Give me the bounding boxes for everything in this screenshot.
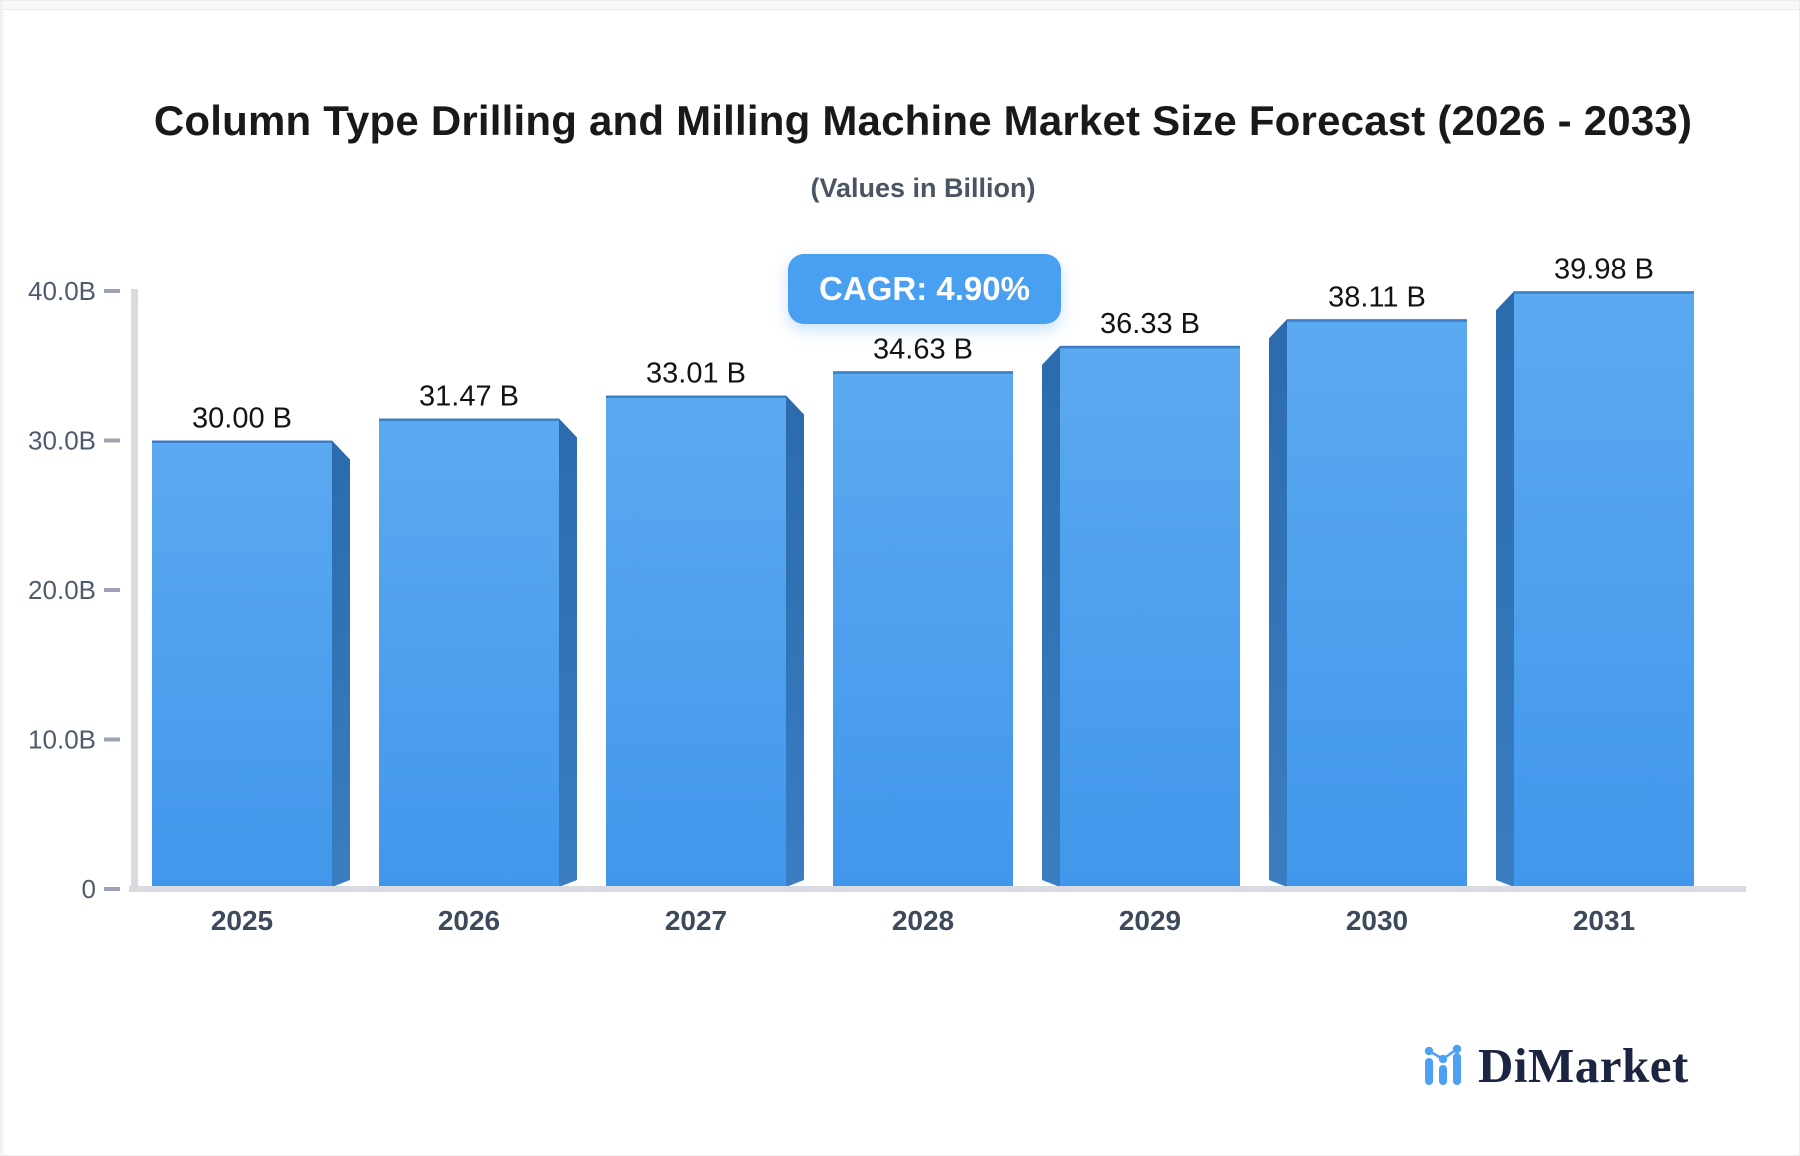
y-axis-label: 10.0B [28,725,96,755]
bar-value-label: 39.98 B [1554,253,1654,285]
bar-side-face [1496,291,1514,887]
bar-2025: 30.00 B 2025 [152,403,350,936]
bar-value-label: 33.01 B [646,358,746,390]
bar-front-face [606,395,786,887]
bar-2027: 33.01 B 2027 [606,358,804,936]
top-edge-strip [1,1,1799,10]
chart-title: Column Type Drilling and Milling Machine… [153,97,1693,144]
y-axis-tick [104,438,120,443]
x-axis-label: 2025 [211,905,273,936]
bar-value-label: 30.00 B [192,403,292,435]
y-axis-label: 40.0B [28,276,96,306]
cagr-badge: CAGR: 4.90% [788,254,1061,324]
left-edge-strip [1,1,4,1155]
bar-front-face [1287,319,1467,887]
x-axis-label: 2029 [1119,905,1181,936]
bar-side-face [1269,319,1287,887]
bar-front-face [1060,345,1240,888]
bar-side-face [1042,345,1060,888]
bar-front-face [152,440,332,887]
y-axis-label: 0 [82,874,96,904]
bar-value-label: 38.11 B [1328,281,1426,313]
bar-front-face [379,418,559,887]
bar-line-chart-icon [1424,1044,1462,1085]
y-axis-label: 30.0B [28,426,96,456]
bar-2028: 34.63 B 2028 [833,333,1013,936]
x-axis-label: 2030 [1346,905,1408,936]
y-axis-label: 20.0B [28,575,96,605]
brand-logo: DiMarket [1423,1041,1689,1090]
bar-value-label: 31.47 B [419,381,519,413]
x-axis-label: 2026 [438,905,500,936]
bar-2029: 36.33 B 2029 [1042,308,1240,936]
y-axis-tick [104,588,120,592]
y-axis-line [131,289,138,892]
bar-side-face [332,440,350,887]
bar-2026: 31.47 B 2026 [379,381,577,936]
y-axis-tick [104,289,120,293]
y-axis-tick [104,887,120,891]
bar-front-face [833,371,1013,887]
x-axis-label: 2028 [892,905,954,936]
bar-2030: 38.11 B 2030 [1269,281,1467,936]
bar-value-label: 34.63 B [873,333,973,365]
bar-front-face [1514,291,1694,887]
chart-subtitle: (Values in Billion) [810,173,1036,203]
x-axis-line [129,886,1746,892]
bar-value-label: 36.33 B [1100,308,1200,340]
x-axis-label: 2031 [1573,905,1635,936]
y-axis-tick [104,737,120,742]
x-axis-label: 2027 [665,905,727,936]
bar-side-face [786,395,804,887]
bar-side-face [559,418,577,887]
brand-logo-text: DiMarket [1478,1038,1689,1093]
bar-2031: 39.98 B 2031 [1496,253,1694,936]
